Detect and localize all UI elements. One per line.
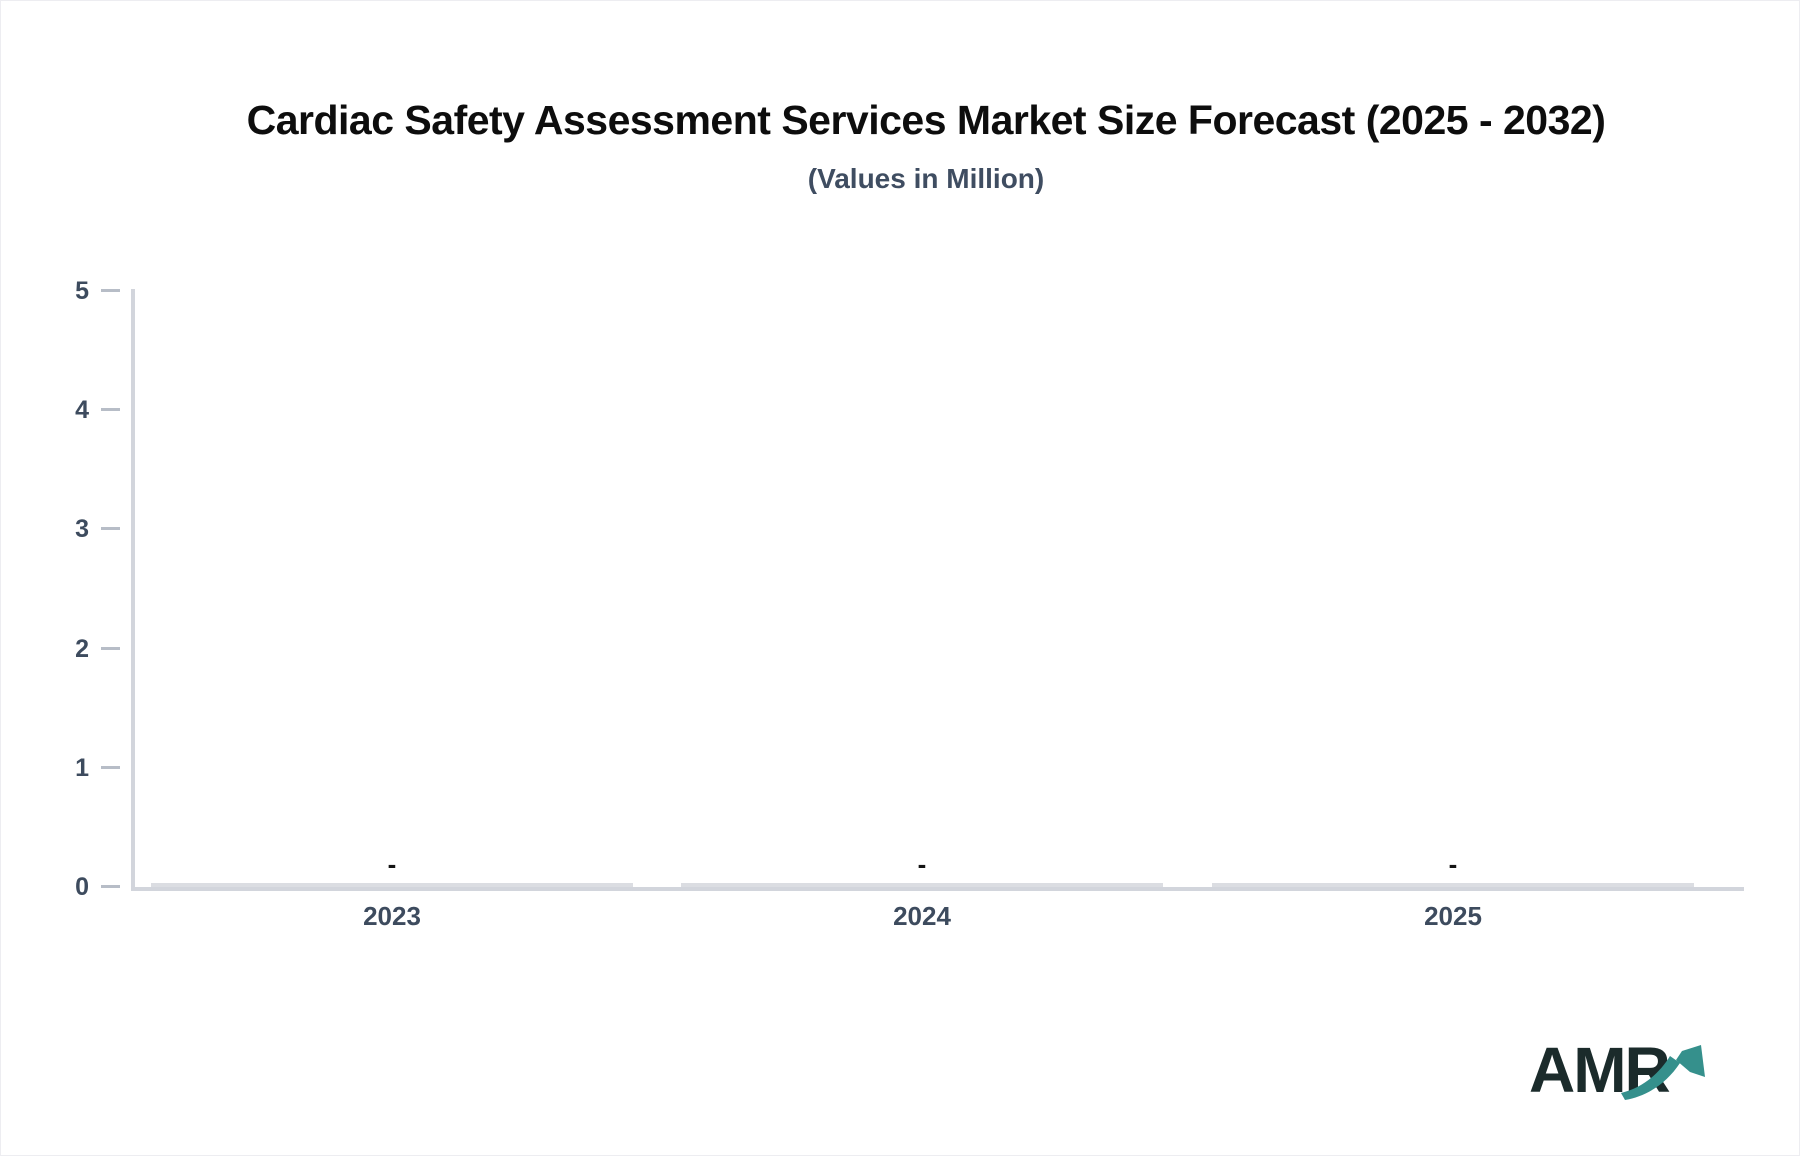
y-tick-mark — [101, 527, 120, 530]
y-tick-mark — [101, 885, 120, 888]
x-axis-line — [131, 887, 1744, 891]
chart-subtitle: (Values in Million) — [807, 163, 1045, 194]
y-tick-mark — [101, 647, 120, 650]
chart-title: Cardiac Safety Assessment Services Marke… — [246, 97, 1606, 143]
bar-2023 — [151, 883, 633, 887]
y-tick-label-5: 5 — [75, 277, 89, 305]
x-category-label-2025: 2025 — [1424, 901, 1482, 931]
x-category-label-2024: 2024 — [893, 901, 951, 931]
y-axis-line — [131, 289, 135, 891]
y-tick-mark — [101, 766, 120, 769]
y-tick-label-1: 1 — [75, 754, 89, 782]
y-tick-label-4: 4 — [75, 396, 89, 424]
data-label-2025: - — [1448, 849, 1458, 879]
bar-2025 — [1212, 883, 1694, 887]
x-category-label-2023: 2023 — [363, 901, 421, 931]
y-tick-label-3: 3 — [75, 515, 89, 543]
data-label-2023: - — [387, 849, 397, 879]
trend-up-arrow-icon — [1621, 1043, 1707, 1101]
amr-logo: AMR — [1529, 1038, 1707, 1103]
y-tick-mark — [101, 289, 120, 292]
y-tick-label-0: 0 — [75, 873, 89, 901]
bar-2024 — [681, 883, 1163, 887]
data-label-2024: - — [917, 849, 927, 879]
y-tick-mark — [101, 408, 120, 411]
y-tick-label-2: 2 — [75, 635, 89, 663]
